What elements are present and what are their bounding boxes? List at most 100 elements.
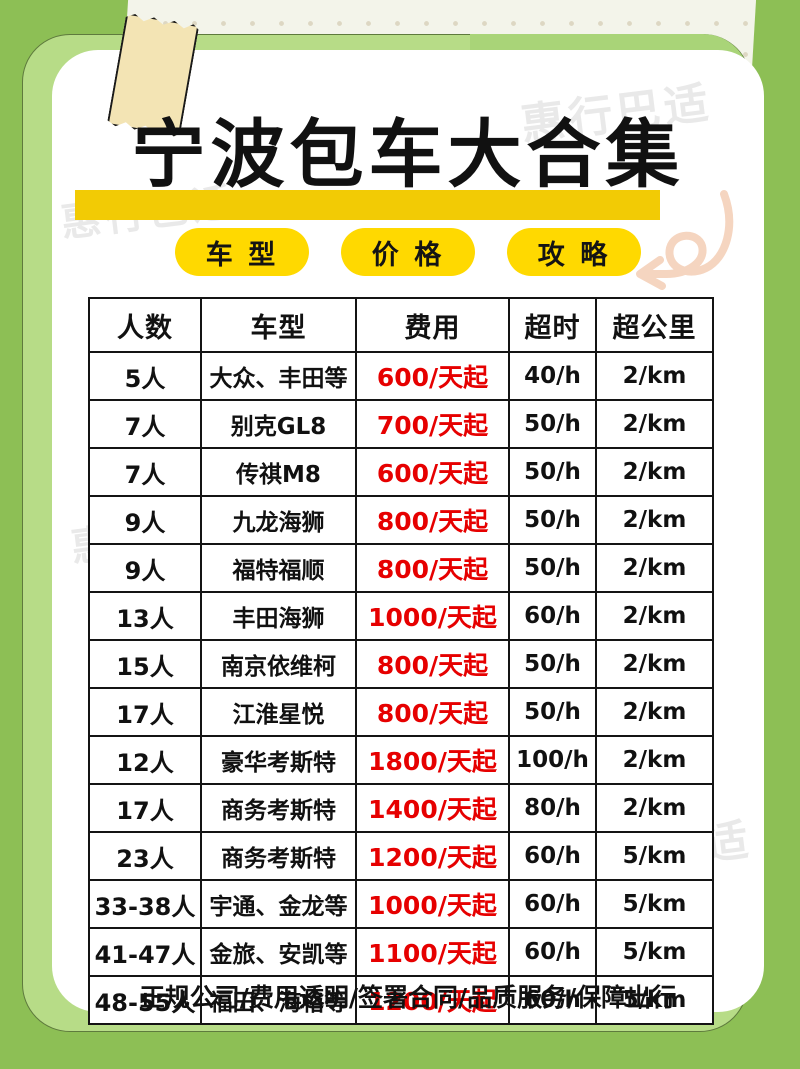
table-row: 9人 九龙海狮 800/天起 50/h 2/km bbox=[88, 495, 714, 545]
badge-price[interactable]: 价 格 bbox=[341, 228, 475, 276]
cell-model: 福特福顺 bbox=[200, 543, 357, 593]
cell-model: 福田、海格等 bbox=[200, 975, 357, 1025]
cell-people: 9人 bbox=[88, 543, 202, 593]
cell-overkm: 5/km bbox=[595, 975, 714, 1025]
cell-fee: 1400/天起 bbox=[355, 783, 510, 833]
column-header-overkm: 超公里 bbox=[595, 297, 714, 353]
curly-arrow-icon bbox=[636, 190, 734, 290]
cell-model: 丰田海狮 bbox=[200, 591, 357, 641]
cell-fee: 800/天起 bbox=[355, 687, 510, 737]
table-row: 12人 豪华考斯特 1800/天起 100/h 2/km bbox=[88, 735, 714, 785]
cell-people: 13人 bbox=[88, 591, 202, 641]
cell-people: 33-38人 bbox=[88, 879, 202, 929]
cell-model: 别克GL8 bbox=[200, 399, 357, 449]
cell-people: 9人 bbox=[88, 495, 202, 545]
cell-fee: 600/天起 bbox=[355, 447, 510, 497]
column-header-fee: 费用 bbox=[355, 297, 510, 353]
cell-overtime: 60/h bbox=[508, 591, 597, 641]
table-row: 7人 别克GL8 700/天起 50/h 2/km bbox=[88, 399, 714, 449]
cell-overtime: 60/h bbox=[508, 831, 597, 881]
cell-overtime: 50/h bbox=[508, 495, 597, 545]
cell-overkm: 2/km bbox=[595, 687, 714, 737]
cell-overkm: 2/km bbox=[595, 447, 714, 497]
column-header-overtime: 超时 bbox=[508, 297, 597, 353]
footer-slogan: 正规公司/费用透明/签署合同/品质服务/保障出行 bbox=[139, 983, 677, 1012]
table-row: 41-47人 金旅、安凯等 1100/天起 60/h 5/km bbox=[88, 927, 714, 977]
cell-fee: 1800/天起 bbox=[355, 735, 510, 785]
cell-overkm: 2/km bbox=[595, 495, 714, 545]
cell-overkm: 2/km bbox=[595, 399, 714, 449]
table-row: 5人 大众、丰田等 600/天起 40/h 2/km bbox=[88, 351, 714, 401]
cell-model: 商务考斯特 bbox=[200, 831, 357, 881]
cell-overkm: 5/km bbox=[595, 831, 714, 881]
table-row: 33-38人 宇通、金龙等 1000/天起 60/h 5/km bbox=[88, 879, 714, 929]
cell-model: 金旅、安凯等 bbox=[200, 927, 357, 977]
cell-people: 5人 bbox=[88, 351, 202, 401]
title-block: 宁波包车大合集 bbox=[52, 118, 764, 192]
cell-people: 12人 bbox=[88, 735, 202, 785]
cell-model: 江淮星悦 bbox=[200, 687, 357, 737]
cell-model: 九龙海狮 bbox=[200, 495, 357, 545]
cell-fee: 800/天起 bbox=[355, 495, 510, 545]
cell-model: 宇通、金龙等 bbox=[200, 879, 357, 929]
cell-model: 商务考斯特 bbox=[200, 783, 357, 833]
cell-fee: 700/天起 bbox=[355, 399, 510, 449]
cell-overkm: 5/km bbox=[595, 879, 714, 929]
cell-fee: 800/天起 bbox=[355, 639, 510, 689]
column-header-people: 人数 bbox=[88, 297, 202, 353]
badge-row: 车 型 价 格 攻 略 bbox=[52, 228, 764, 276]
cell-people: 7人 bbox=[88, 399, 202, 449]
cell-overtime: 80/h bbox=[508, 783, 597, 833]
table-row: 9人 福特福顺 800/天起 50/h 2/km bbox=[88, 543, 714, 593]
badge-vehicle-type[interactable]: 车 型 bbox=[175, 228, 309, 276]
cell-overkm: 5/km bbox=[595, 927, 714, 977]
cell-overkm: 2/km bbox=[595, 591, 714, 641]
cell-people: 23人 bbox=[88, 831, 202, 881]
cell-model: 传祺M8 bbox=[200, 447, 357, 497]
cell-people: 17人 bbox=[88, 687, 202, 737]
cell-fee: 600/天起 bbox=[355, 351, 510, 401]
cell-people: 48-55人 bbox=[88, 975, 202, 1025]
cell-overtime: 60/h bbox=[508, 879, 597, 929]
cell-fee: 1100/天起 bbox=[355, 927, 510, 977]
table-row: 17人 江淮星悦 800/天起 50/h 2/km bbox=[88, 687, 714, 737]
cell-overtime: 50/h bbox=[508, 399, 597, 449]
cell-people: 41-47人 bbox=[88, 927, 202, 977]
cell-overkm: 2/km bbox=[595, 639, 714, 689]
cell-overtime: 60/h bbox=[508, 927, 597, 977]
column-header-model: 车型 bbox=[200, 297, 357, 353]
table-row: 23人 商务考斯特 1200/天起 60/h 5/km bbox=[88, 831, 714, 881]
cell-fee: 1000/天起 bbox=[355, 879, 510, 929]
pricing-table: 人数 车型 费用 超时 超公里 5人 大众、丰田等 600/天起 40/h 2/km 7人… bbox=[88, 297, 714, 1025]
cell-overtime: 60/h bbox=[508, 975, 597, 1025]
table-row: 7人 传祺M8 600/天起 50/h 2/km bbox=[88, 447, 714, 497]
cell-people: 17人 bbox=[88, 783, 202, 833]
cell-overkm: 2/km bbox=[595, 783, 714, 833]
cell-model: 大众、丰田等 bbox=[200, 351, 357, 401]
cell-overtime: 50/h bbox=[508, 639, 597, 689]
cell-overtime: 50/h bbox=[508, 447, 597, 497]
table-row: 48-55人 福田、海格等 1200/天起 60/h 5/km bbox=[88, 975, 714, 1025]
cell-fee: 800/天起 bbox=[355, 543, 510, 593]
title-highlight-bar bbox=[75, 190, 660, 220]
cell-model: 豪华考斯特 bbox=[200, 735, 357, 785]
cell-fee: 1200/天起 bbox=[355, 831, 510, 881]
cell-model: 南京依维柯 bbox=[200, 639, 357, 689]
badge-guide[interactable]: 攻 略 bbox=[507, 228, 641, 276]
table-row: 17人 商务考斯特 1400/天起 80/h 2/km bbox=[88, 783, 714, 833]
table-row: 15人 南京依维柯 800/天起 50/h 2/km bbox=[88, 639, 714, 689]
cell-fee: 1000/天起 bbox=[355, 591, 510, 641]
table-row: 13人 丰田海狮 1000/天起 60/h 2/km bbox=[88, 591, 714, 641]
cell-overkm: 2/km bbox=[595, 543, 714, 593]
cell-people: 7人 bbox=[88, 447, 202, 497]
cell-overtime: 100/h bbox=[508, 735, 597, 785]
table-header-row: 人数 车型 费用 超时 超公里 bbox=[88, 297, 714, 353]
cell-overtime: 40/h bbox=[508, 351, 597, 401]
cell-people: 15人 bbox=[88, 639, 202, 689]
cell-overtime: 50/h bbox=[508, 543, 597, 593]
cell-overkm: 2/km bbox=[595, 735, 714, 785]
cell-overtime: 50/h bbox=[508, 687, 597, 737]
page-title: 宁波包车大合集 bbox=[131, 112, 685, 198]
cell-fee: 1200/天起 bbox=[355, 975, 510, 1025]
